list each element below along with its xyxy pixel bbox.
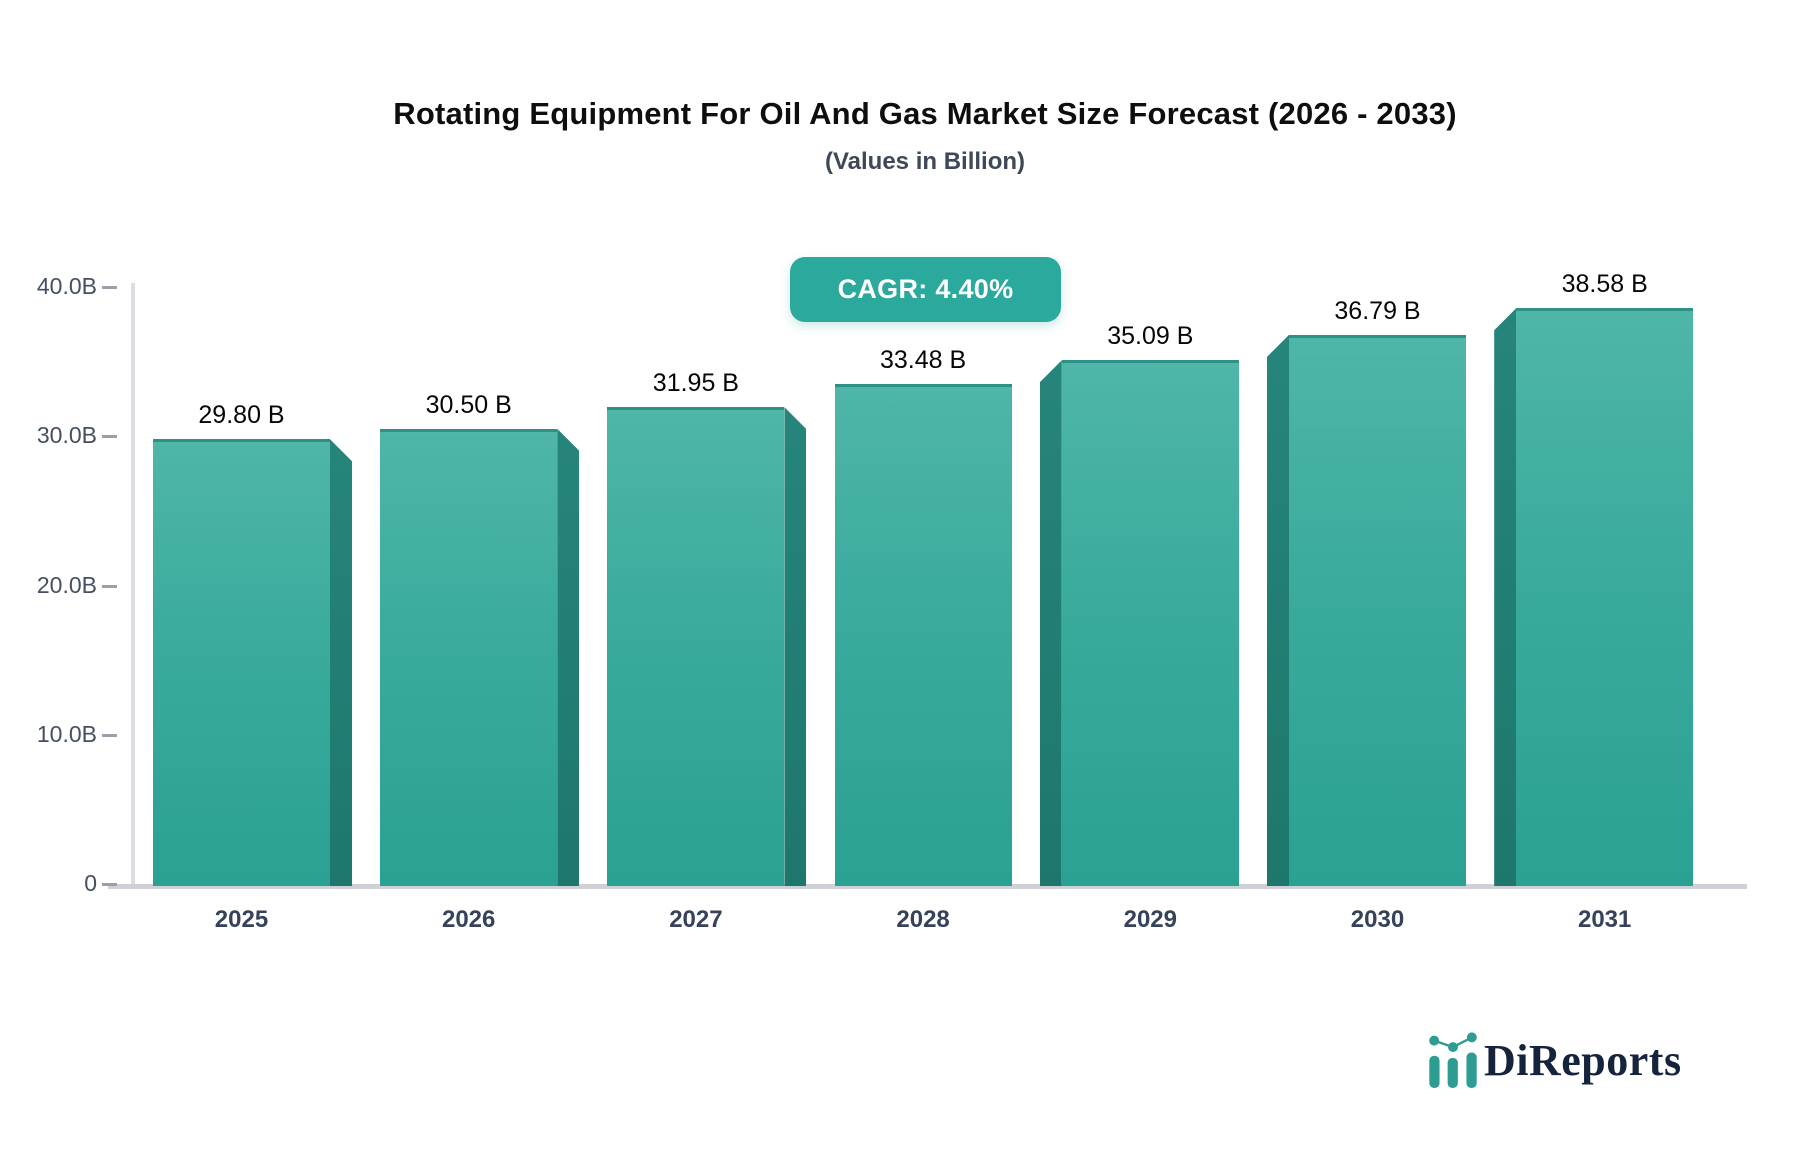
bar-2031 [1516,308,1694,886]
x-axis-label-2026: 2026 [441,906,496,933]
bar-3d-side-2026 [557,428,580,886]
x-axis-label-2027: 2027 [669,906,723,933]
y-axis-tick-label: 10.0B [36,720,97,747]
x-axis-label-2031: 2031 [1577,906,1632,933]
chart-title: Rotating Equipment For Oil And Gas Marke… [393,96,1457,131]
x-axis-baseline [108,884,1747,889]
y-axis-tick-label: 20.0B [36,571,97,598]
y-axis-tick [102,733,117,737]
bar-3d-side-2031 [1494,308,1517,886]
bar-value-label-2031: 38.58 B [1561,270,1648,299]
mini-bar-line-chart-icon [1429,1032,1477,1088]
direports-logo: DiReports [1428,1032,1682,1088]
bar-value-label-2029: 35.09 B [1107,322,1194,351]
x-axis-label-2025: 2025 [214,906,269,933]
bar-3d-side-2030 [1267,334,1289,886]
x-axis-label-2030: 2030 [1350,906,1405,933]
bar-value-label-2027: 31.95 B [652,369,739,398]
bar-2026 [380,428,558,886]
y-axis-tick-label: 30.0B [36,422,97,449]
y-axis-line [131,283,135,887]
bar-3d-side-2025 [330,439,352,886]
logo-text: DiReports [1484,1035,1682,1085]
bar-value-label-2030: 36.79 B [1334,296,1421,325]
y-axis-tick-label: 40.0B [36,273,97,299]
y-axis-tick [102,883,117,886]
cagr-badge: CAGR: 4.40% [790,257,1061,322]
y-axis-tick [102,435,117,439]
y-axis-tick [102,286,117,289]
bar-2029 [1061,360,1239,886]
y-axis-tick [102,584,117,588]
y-axis-tick-label: 0 [84,870,97,896]
x-axis-label-2029: 2029 [1123,906,1177,933]
chart-header: Rotating Equipment For Oil And Gas Marke… [50,96,1800,176]
bar-2030 [1289,334,1466,886]
bar-2025 [153,439,330,886]
chart-subtitle: (Values in Billion) [824,148,1026,175]
bar-value-label-2026: 30.50 B [425,390,512,419]
cagr-badge-label: CAGR: 4.40% [837,274,1014,304]
bar-2027 [607,407,785,886]
bar-3d-side-2027 [784,407,807,886]
bar-2028 [834,384,1012,886]
bar-3d-side-2029 [1039,360,1062,886]
bar-value-label-2025: 29.80 B [198,401,285,430]
bar-value-label-2028: 33.48 B [880,346,967,375]
x-axis-label-2028: 2028 [896,906,950,933]
